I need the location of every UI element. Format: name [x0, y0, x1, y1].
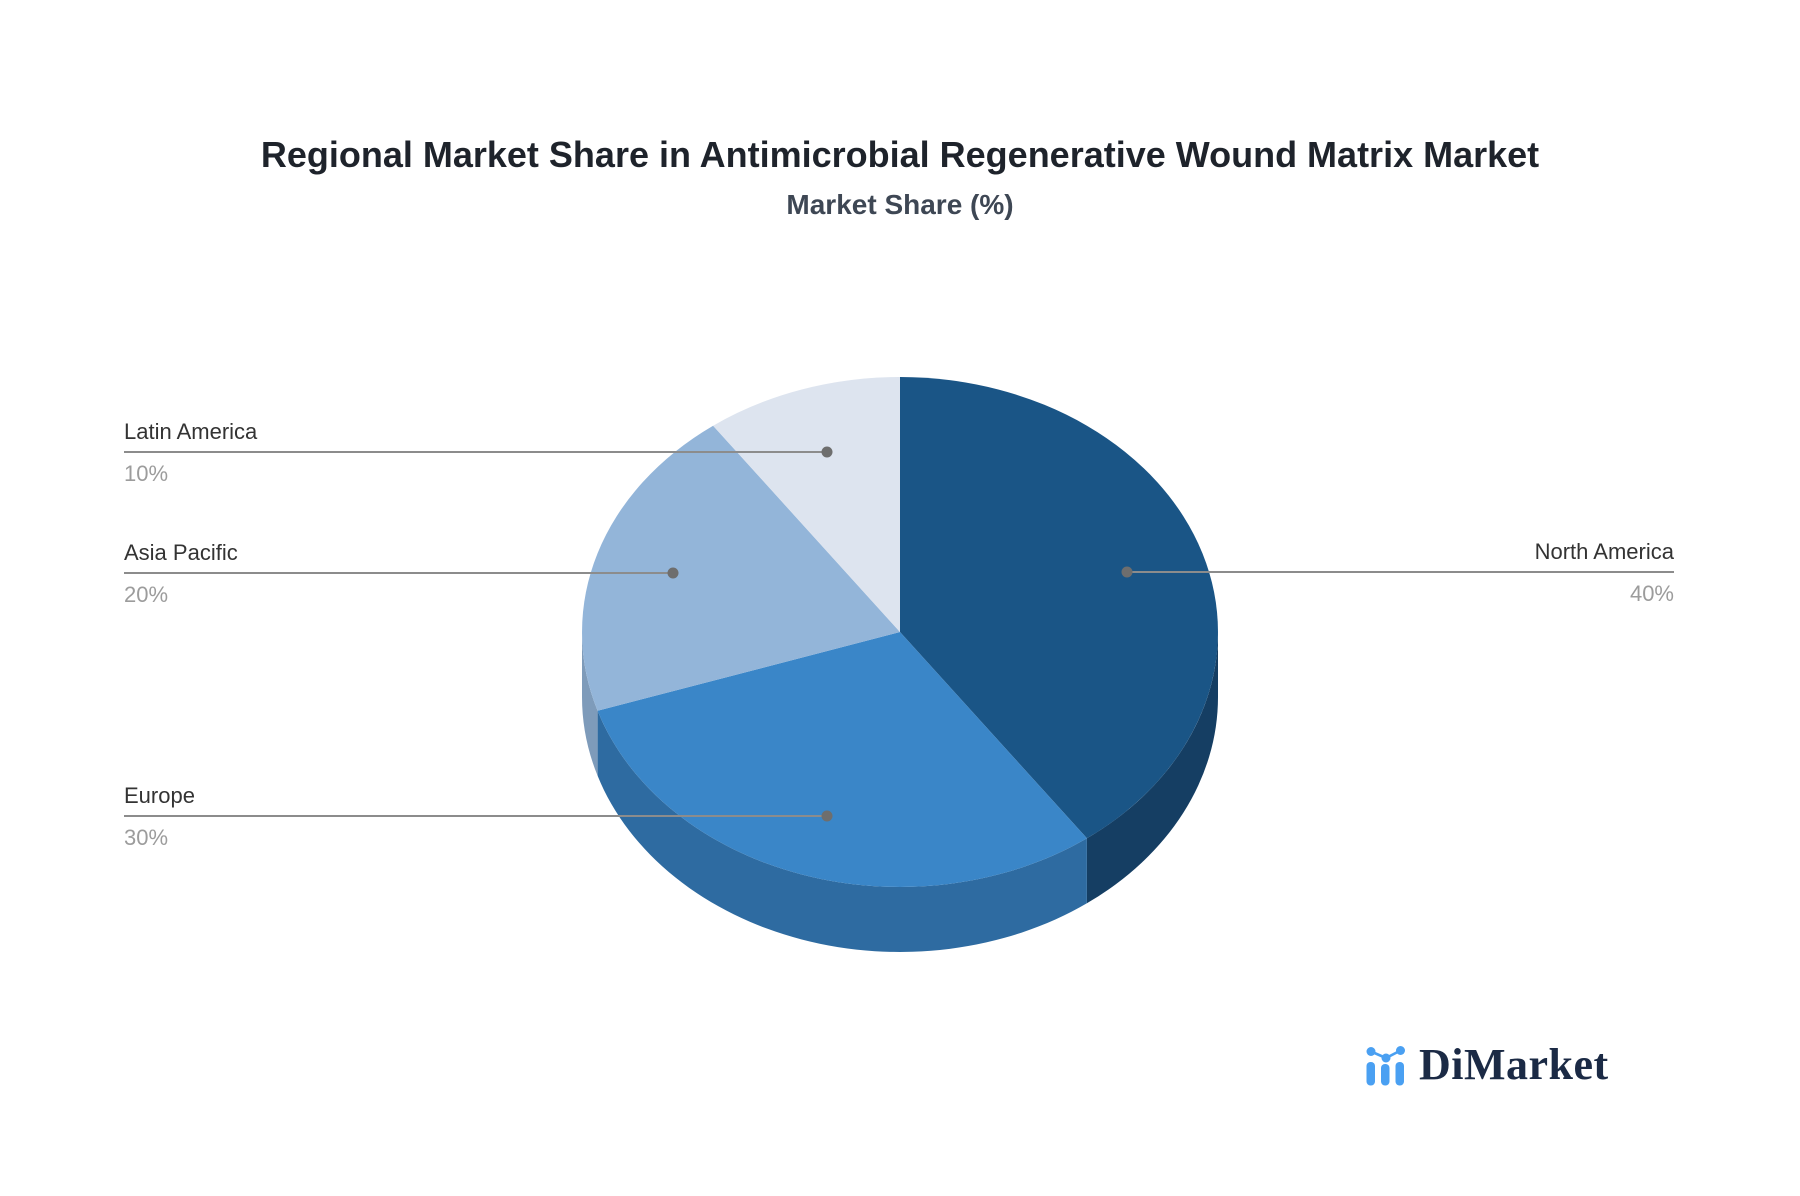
chart-title: Regional Market Share in Antimicrobial R… — [260, 134, 1540, 175]
callout-north-america-pct: 40% — [1630, 581, 1674, 607]
callout-label: North America — [1534, 539, 1674, 564]
pie-slice-latin-america — [713, 377, 900, 632]
chart-subtitle: Market Share (%) — [786, 189, 1014, 220]
callout-asia-pacific: Asia Pacific — [124, 540, 238, 566]
callout-europe: Europe — [124, 783, 195, 809]
leader-dot-asia-pacific — [667, 567, 679, 579]
pie-slice-north-america — [900, 377, 1218, 839]
callout-label: Europe — [124, 783, 195, 808]
leader-dot-europe — [821, 810, 833, 822]
callout-percent: 10% — [124, 461, 169, 486]
pie-slice-europe — [597, 632, 1087, 887]
callout-percent: 40% — [1629, 581, 1674, 606]
callout-label: Asia Pacific — [124, 540, 238, 565]
callout-asia-pacific-pct: 20% — [124, 582, 168, 608]
pie-slice-asia-pacific — [582, 425, 900, 711]
callout-europe-pct: 30% — [124, 825, 168, 851]
leader-dot-north-america — [1121, 566, 1133, 578]
callout-north-america: North America — [1535, 539, 1674, 565]
callout-latin-america: Latin America — [124, 419, 257, 445]
callout-label: Latin America — [124, 419, 258, 444]
callout-percent: 30% — [124, 825, 169, 850]
pie-slice-side-north-america — [1086, 632, 1218, 904]
dimarket-logo-text: DiMarket — [1419, 1040, 1609, 1089]
bar-line-chart-icon — [1366, 1046, 1405, 1086]
callout-percent: 20% — [124, 582, 169, 607]
pie-slice-side-asia-pacific — [582, 632, 598, 776]
leader-dot-latin-america — [821, 446, 833, 458]
dimarket-logo: DiMarket — [1366, 1042, 1609, 1087]
pie-slice-side-europe — [597, 710, 1087, 952]
callout-latin-america-pct: 10% — [124, 461, 168, 487]
